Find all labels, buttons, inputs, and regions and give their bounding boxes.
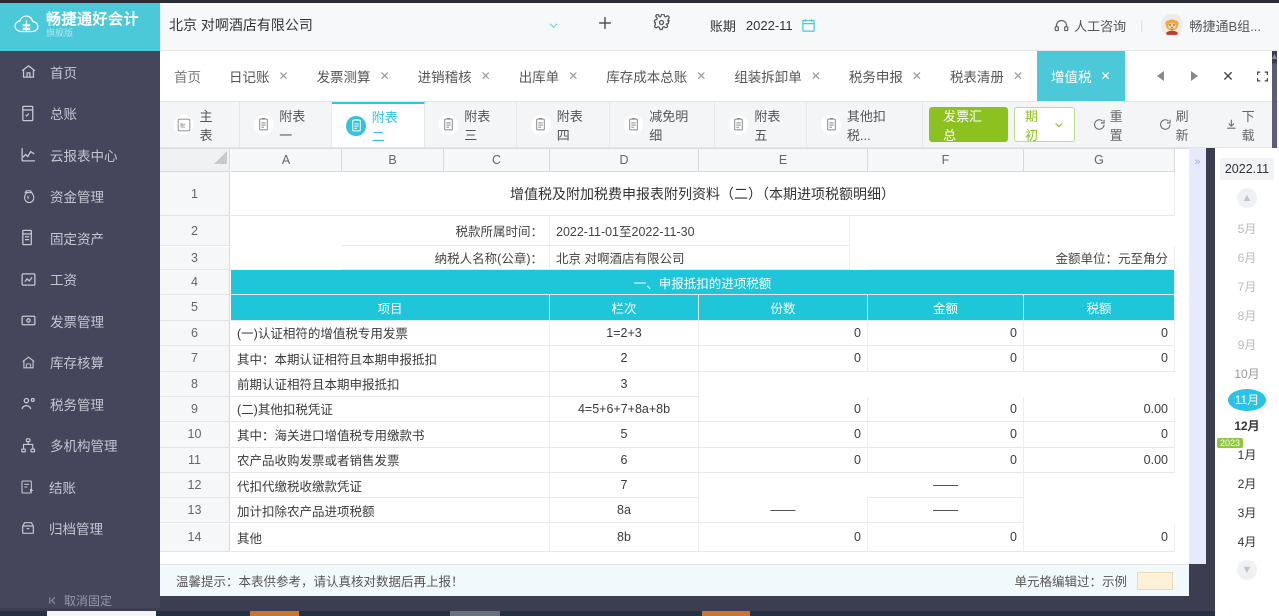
svg-text:税: 税	[180, 121, 186, 129]
svg-text:¥: ¥	[27, 195, 30, 201]
